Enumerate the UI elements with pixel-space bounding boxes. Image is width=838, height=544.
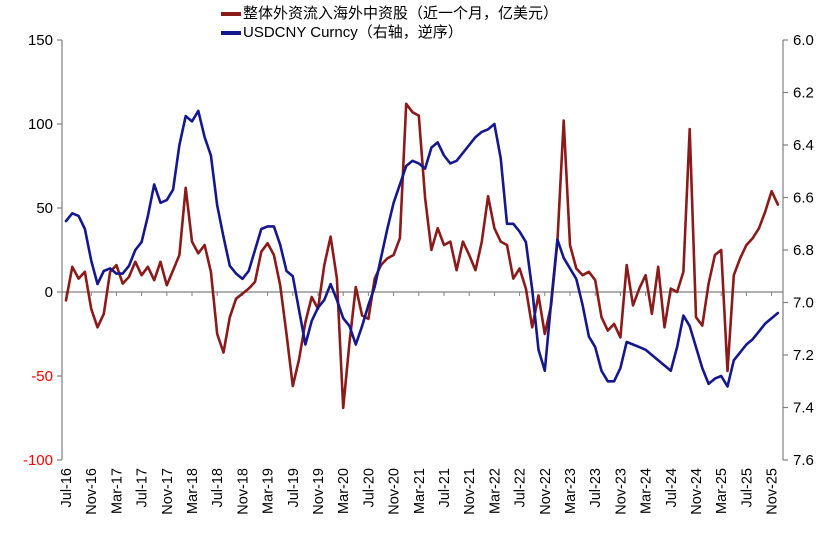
right-axis-label: 6.8 bbox=[793, 242, 814, 259]
blue-line-swatch-icon bbox=[221, 31, 241, 35]
x-axis-label: Nov-21 bbox=[462, 468, 478, 515]
x-axis-label: Nov-19 bbox=[311, 468, 327, 515]
x-axis-label: Mar-17 bbox=[109, 468, 125, 514]
left-axis-label: -100 bbox=[23, 452, 53, 469]
red-line-swatch-icon bbox=[221, 12, 241, 16]
x-axis-label: Nov-23 bbox=[613, 468, 629, 515]
x-axis-label: Jul-18 bbox=[210, 468, 226, 508]
right-axis-label: 7.4 bbox=[793, 400, 814, 417]
x-axis-label: Mar-20 bbox=[336, 468, 352, 514]
left-axis-label: 50 bbox=[36, 200, 53, 217]
x-axis-label: Mar-19 bbox=[261, 468, 277, 514]
left-axis-label: -50 bbox=[31, 368, 53, 385]
x-axis-label: Jul-19 bbox=[286, 468, 302, 508]
x-axis-label: Nov-16 bbox=[84, 468, 100, 515]
legend-label-usdcny: USDCNY Curncy（右轴，逆序） bbox=[243, 24, 463, 41]
x-axis-label: Jul-21 bbox=[437, 468, 453, 508]
x-axis-label: Jul-17 bbox=[135, 468, 151, 508]
right-axis-label: 6.0 bbox=[793, 32, 814, 49]
x-axis-label: Jul-23 bbox=[588, 468, 604, 508]
left-axis-label: 100 bbox=[28, 116, 53, 133]
x-axis-label: Nov-24 bbox=[689, 468, 705, 515]
x-axis-label: Jul-25 bbox=[739, 468, 755, 508]
legend-item-usdcny: USDCNY Curncy（右轴，逆序） bbox=[221, 24, 558, 42]
chart-legend: 整体外资流入海外中资股（近一个月，亿美元） USDCNY Curncy（右轴，逆… bbox=[221, 5, 558, 42]
right-axis-label: 7.6 bbox=[793, 452, 814, 469]
x-axis-label: Jul-24 bbox=[664, 468, 680, 508]
right-axis-label: 6.6 bbox=[793, 190, 814, 207]
x-axis-label: Mar-21 bbox=[412, 468, 428, 514]
x-axis-label: Nov-18 bbox=[235, 468, 251, 515]
x-axis-label: Jul-16 bbox=[59, 468, 75, 508]
flows-line-series bbox=[64, 102, 780, 410]
left-axis-label: 150 bbox=[28, 32, 53, 49]
x-axis-label: Mar-24 bbox=[639, 468, 655, 514]
right-axis-label: 6.4 bbox=[793, 137, 814, 154]
x-axis-label: Nov-25 bbox=[765, 468, 781, 515]
right-axis-label: 7.2 bbox=[793, 347, 814, 364]
x-axis-label: Jul-20 bbox=[361, 468, 377, 508]
x-axis-label: Mar-25 bbox=[714, 468, 730, 514]
legend-label-flows: 整体外资流入海外中资股（近一个月，亿美元） bbox=[243, 5, 559, 22]
x-axis-label: Nov-17 bbox=[160, 468, 176, 515]
x-axis-label: Nov-20 bbox=[387, 468, 403, 515]
x-axis-label: Mar-22 bbox=[487, 468, 503, 514]
legend-item-flows: 整体外资流入海外中资股（近一个月，亿美元） bbox=[221, 5, 558, 23]
x-axis-label: Mar-18 bbox=[185, 468, 201, 514]
right-axis-label: 6.2 bbox=[793, 85, 814, 102]
x-axis-label: Mar-23 bbox=[563, 468, 579, 514]
x-axis-label: Nov-22 bbox=[538, 468, 554, 515]
left-axis-label: 0 bbox=[45, 284, 53, 301]
right-axis-label: 7.0 bbox=[793, 295, 814, 312]
x-axis-label: Jul-22 bbox=[513, 468, 529, 508]
usdcny-line-series bbox=[64, 109, 780, 388]
